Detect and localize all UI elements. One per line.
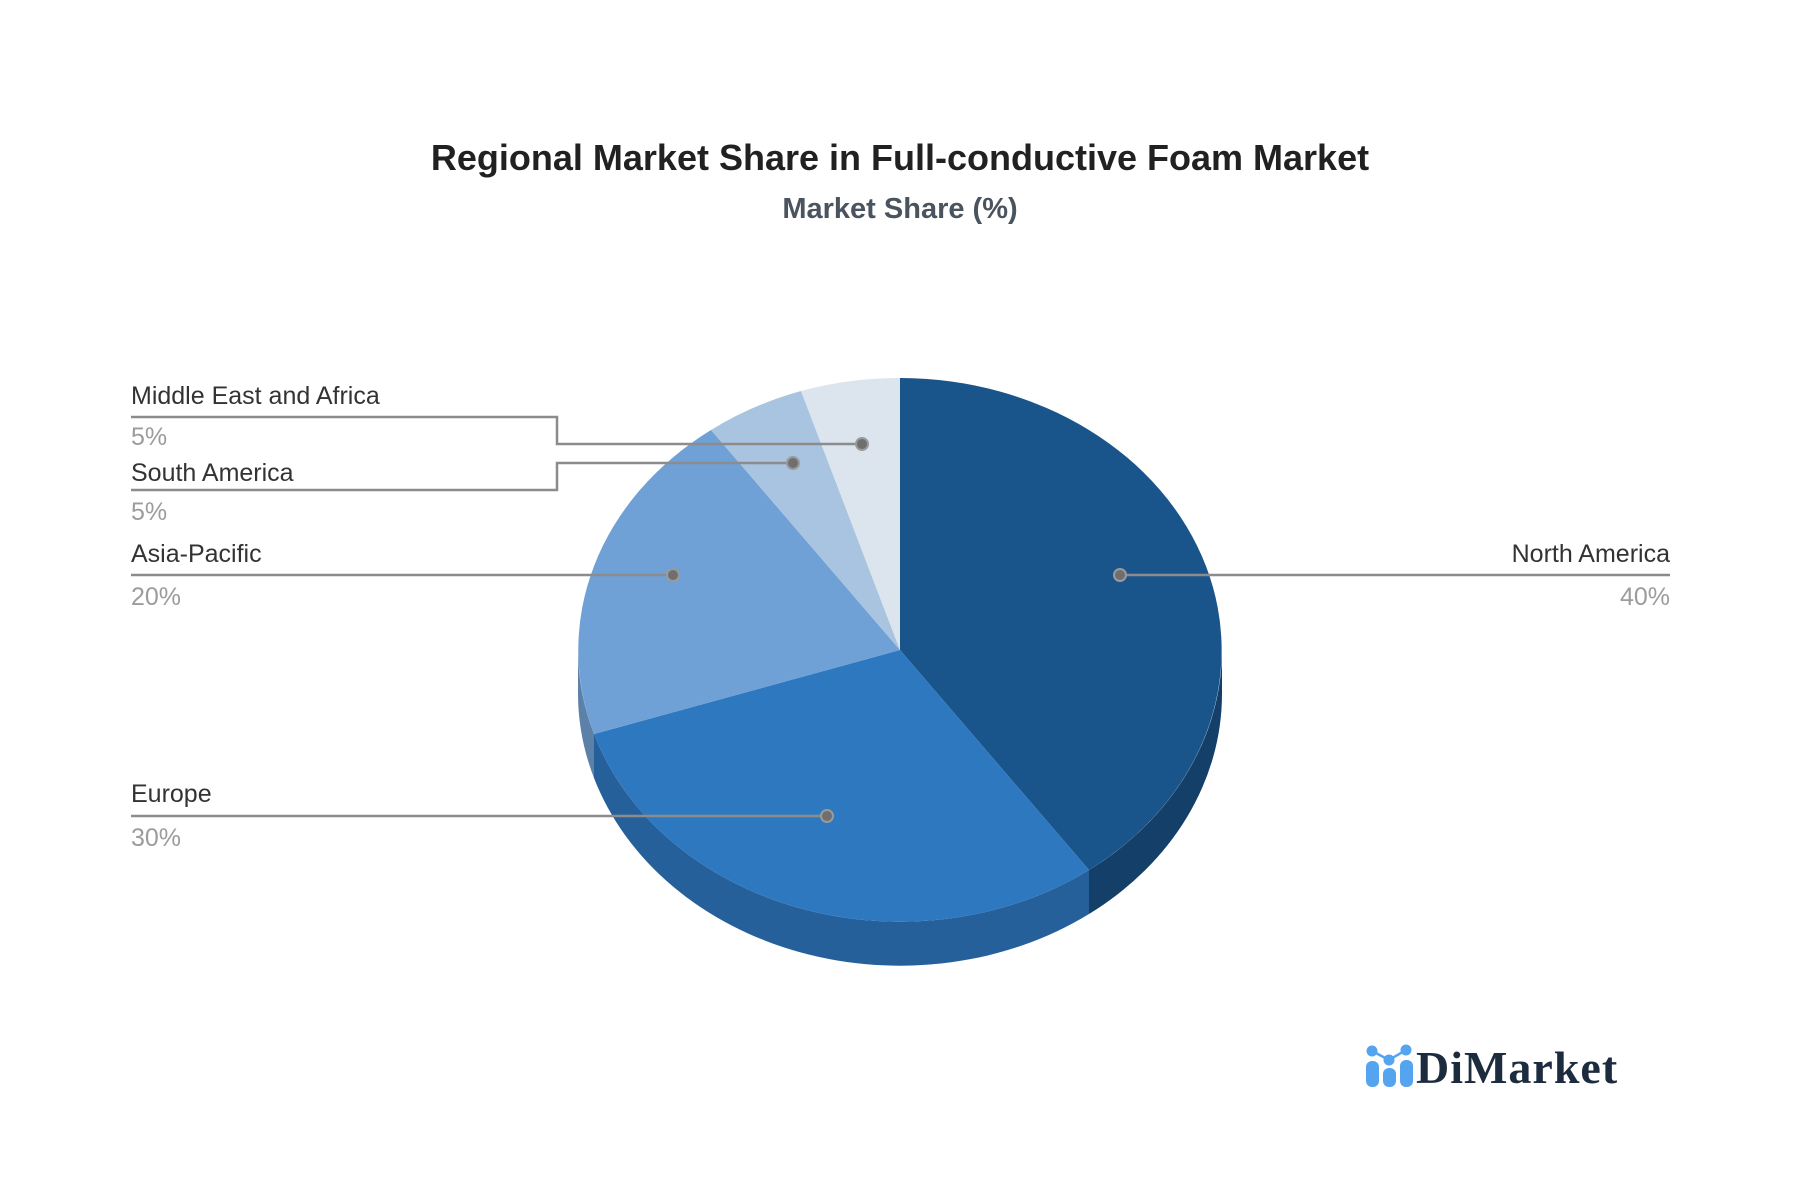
- pct-middle-east-africa: 5%: [131, 423, 168, 451]
- anchor-dot-europe: [820, 809, 834, 823]
- chart-subtitle: Market Share (%): [782, 193, 1018, 225]
- label-north-america: North America: [1511, 540, 1670, 568]
- label-middle-east-africa: Middle East and Africa: [131, 382, 380, 410]
- pie-slice-north-america[interactable]: [900, 378, 1222, 870]
- pct-europe: 30%: [131, 824, 182, 852]
- label-south-america: South America: [131, 459, 294, 487]
- anchor-dot-middle-east-africa: [855, 437, 869, 451]
- dimarket-logo-text: DiMarket: [1416, 1042, 1619, 1093]
- pct-asia-pacific: 20%: [131, 583, 182, 611]
- chart-title: Regional Market Share in Full-conductive…: [430, 137, 1370, 178]
- pie-slice-asia-pacific[interactable]: [578, 430, 900, 734]
- label-europe: Europe: [131, 780, 212, 808]
- label-asia-pacific: Asia-Pacific: [131, 540, 262, 568]
- pie-slice-middle-east-africa[interactable]: [801, 377, 900, 650]
- pct-north-america: 40%: [1619, 583, 1670, 611]
- anchor-dot-asia-pacific: [666, 568, 680, 582]
- dimarket-logo-icon: [1366, 1044, 1413, 1087]
- pie-side-europe: [594, 734, 1089, 966]
- pie-side-asia-pacific: [578, 650, 594, 778]
- anchor-dot-south-america: [786, 456, 800, 470]
- connector-south-america: [131, 461, 793, 492]
- connector-middle-east-africa: [131, 415, 862, 446]
- pie-slice-europe[interactable]: [594, 650, 1089, 922]
- pie-slice-south-america[interactable]: [711, 391, 900, 650]
- pct-south-america: 5%: [131, 498, 168, 526]
- anchor-dot-north-america: [1113, 568, 1127, 582]
- pie-side-north-america: [1089, 650, 1222, 914]
